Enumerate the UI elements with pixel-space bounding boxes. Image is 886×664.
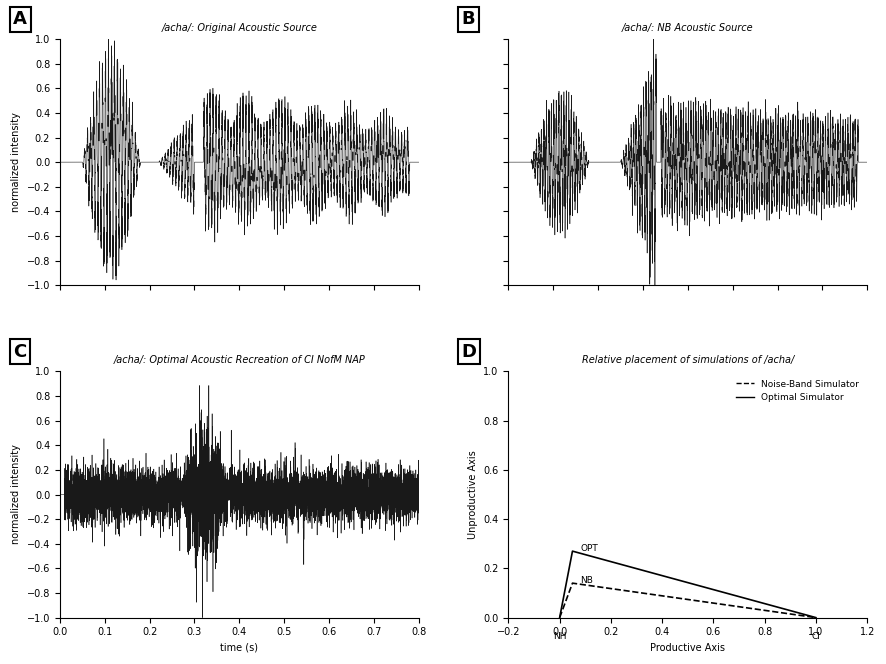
Y-axis label: Unproductive Axis: Unproductive Axis <box>468 450 478 539</box>
Text: NH: NH <box>553 632 566 641</box>
Title: /acha/: Original Acoustic Source: /acha/: Original Acoustic Source <box>161 23 317 33</box>
Text: D: D <box>462 343 477 361</box>
Line: Optimal Simulator: Optimal Simulator <box>560 551 816 618</box>
Text: OPT: OPT <box>580 544 598 553</box>
Y-axis label: normalized intensity: normalized intensity <box>12 445 21 544</box>
Text: CI: CI <box>812 632 820 641</box>
Line: Noise-Band Simulator: Noise-Band Simulator <box>560 583 816 618</box>
Y-axis label: normalized intensity: normalized intensity <box>12 112 21 212</box>
Text: B: B <box>462 10 476 29</box>
Text: A: A <box>13 10 27 29</box>
Legend: Noise-Band Simulator, Optimal Simulator: Noise-Band Simulator, Optimal Simulator <box>733 376 863 406</box>
Title: /acha/: NB Acoustic Source: /acha/: NB Acoustic Source <box>622 23 754 33</box>
Noise-Band Simulator <box>555 614 565 622</box>
Noise-Band Simulator <box>811 614 821 622</box>
X-axis label: time (s): time (s) <box>221 643 259 653</box>
Title: /acha/: Optimal Acoustic Recreation of CI NofM NAP: /acha/: Optimal Acoustic Recreation of C… <box>113 355 365 365</box>
Text: C: C <box>13 343 27 361</box>
X-axis label: Productive Axis: Productive Axis <box>650 643 726 653</box>
Noise-Band Simulator <box>567 579 578 587</box>
Title: Relative placement of simulations of /acha/: Relative placement of simulations of /ac… <box>582 355 794 365</box>
Text: NB: NB <box>580 576 593 585</box>
Optimal Simulator <box>567 547 578 555</box>
Optimal Simulator <box>555 614 565 622</box>
Optimal Simulator <box>811 614 821 622</box>
